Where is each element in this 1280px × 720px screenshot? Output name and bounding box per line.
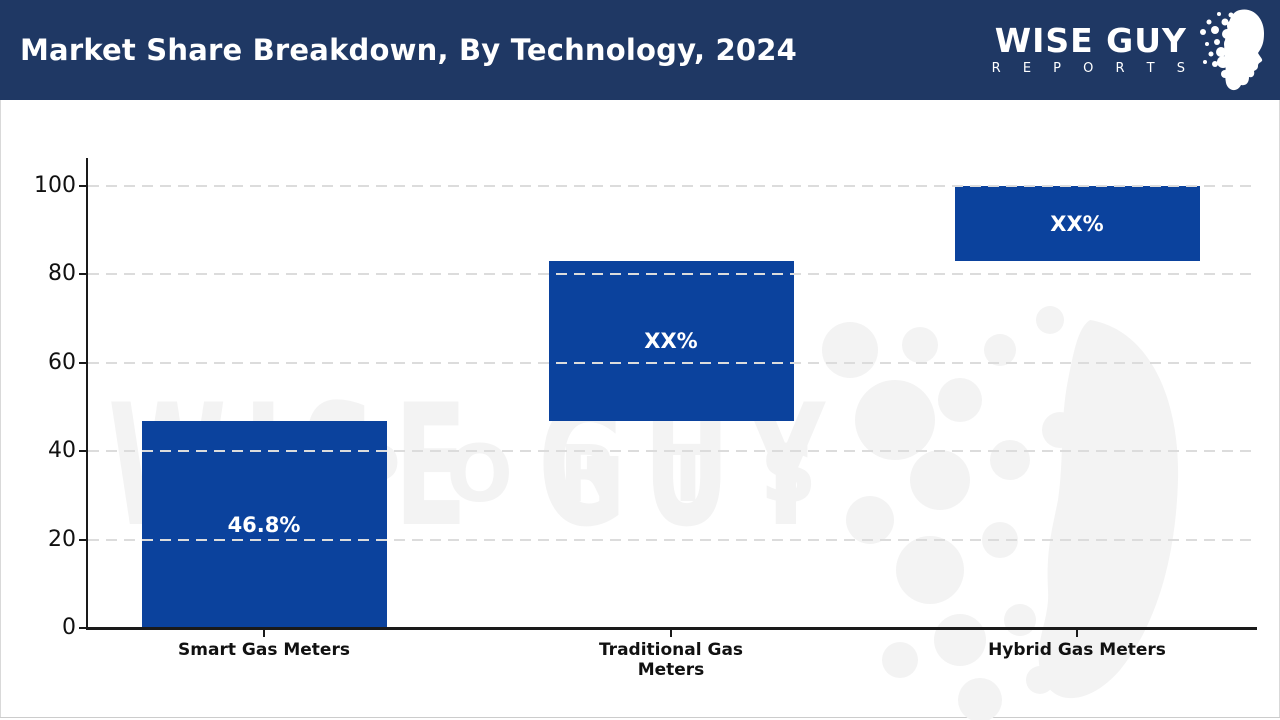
- y-tick-label: 0: [62, 615, 76, 640]
- x-category-label: Hybrid Gas Meters: [988, 640, 1166, 660]
- chart-area: WISE GUY REPORTS 0 20 40 60 80 100 46.8% XX% XX%…: [0, 100, 1280, 720]
- y-tick-mark: [79, 273, 88, 276]
- gridline-20: [88, 538, 1256, 541]
- x-tick-mark: [263, 628, 265, 637]
- wiseguy-logo: WISE GUY R E P O R T S: [988, 0, 1268, 100]
- x-category-label: Smart Gas Meters: [178, 640, 350, 660]
- logo-text: WISE GUY R E P O R T S: [988, 21, 1194, 77]
- y-tick-label: 40: [48, 438, 76, 464]
- y-tick-label: 20: [48, 526, 76, 552]
- page-title: Market Share Breakdown, By Technology, 2…: [20, 33, 798, 67]
- logo-subtext: R E P O R T S: [991, 61, 1194, 76]
- y-tick-label: 80: [48, 261, 76, 287]
- y-tick-mark: [79, 361, 88, 364]
- y-axis-line: [86, 158, 88, 630]
- bar-value-label: XX%: [644, 329, 698, 354]
- left-border: [0, 100, 1, 717]
- logo-wordmark: WISE GUY: [994, 21, 1187, 60]
- logo-face-icon: [1200, 9, 1264, 91]
- y-tick-mark: [79, 538, 88, 541]
- bar-value-label: XX%: [1050, 211, 1104, 236]
- gridline-80: [88, 273, 1256, 276]
- y-tick-label: 100: [34, 173, 76, 198]
- y-tick-mark: [79, 627, 88, 629]
- x-tick-mark: [670, 628, 672, 637]
- gridline-40: [88, 450, 1256, 453]
- gridline-100: [88, 185, 1256, 187]
- bar-segment: [548, 261, 794, 422]
- header-bar: Market Share Breakdown, By Technology, 2…: [0, 0, 1280, 100]
- y-tick-mark: [79, 450, 88, 453]
- bar-segment: [141, 421, 387, 628]
- x-axis-line: [86, 627, 1257, 630]
- bar-segment: [954, 186, 1200, 262]
- x-category-label: Traditional Gas Meters: [598, 640, 744, 680]
- gridline-60: [88, 361, 1256, 364]
- y-tick-mark: [79, 185, 88, 187]
- bar-value-label: 46.8%: [227, 512, 301, 537]
- y-tick-label: 60: [48, 349, 76, 375]
- bottom-border: [0, 717, 1280, 718]
